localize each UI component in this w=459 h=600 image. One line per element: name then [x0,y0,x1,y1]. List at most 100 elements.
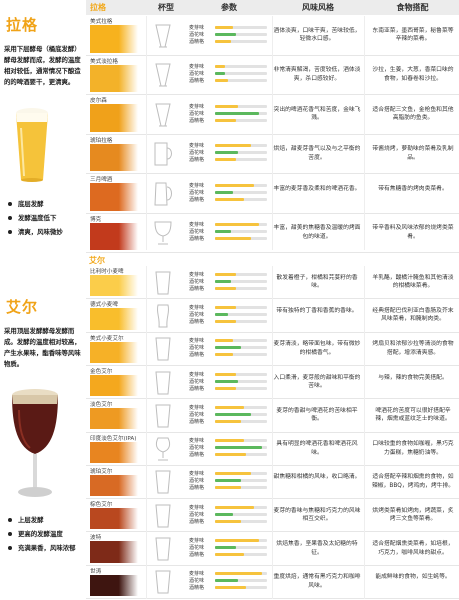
param-label: 酒精格 [189,385,205,392]
param-label: 酒花味 [189,411,205,418]
table-row: 德式小麦啤 麦芽味 酒花味 酒精格 带有独特的丁香和香蕉的香味。 经典搭配巴伐利亚白香肠及… [86,299,459,332]
pairing-text: 与辣，辣的食物完美搭配。 [378,374,448,381]
glass-type-icon [152,220,174,250]
beer-color-swatch [90,574,138,596]
param-row: 酒花味 [189,512,269,519]
param-label: 酒精格 [189,38,205,45]
pairing-text: 带酱烧烤，萝勒味的菜肴及乳制品。 [372,146,454,161]
params-bars: 麦芽味 酒花味 酒精格 [189,222,269,243]
ale-bullet: 更高的发酵温度 [8,528,86,542]
pairing-text: 烘烤类菜肴如烤肉，烤蔬菜，炙烤三文鱼等菜肴。 [372,507,454,523]
beer-color-swatch [90,508,138,530]
param-bar-fill [215,104,239,108]
param-bar-fill [215,111,260,115]
pairing-text: 带有焦糖香的烤肉类菜肴。 [378,185,448,192]
beer-style-name: 棕色艾尔 [90,502,113,509]
glass-type-icon [152,503,174,533]
beer-style-name: 淡色艾尔 [90,402,113,409]
column-divider [146,16,147,250]
params-bars: 麦芽味 酒花味 酒精格 [189,64,269,85]
param-row: 酒精格 [189,519,269,526]
param-bar [215,230,267,234]
table-row: 印度淡色艾尔(IPA) 麦芽味 酒花味 酒精格 具有明显的啤酒花香和啤酒花风味。 口味较重… [86,433,459,466]
ale-category-label: 艾尔 [89,256,105,265]
param-bar-fill [215,286,236,290]
param-row: 酒花味 [189,32,269,39]
glass-type-icon [152,536,174,566]
table-row: 金色艾尔 麦芽味 酒花味 酒精格 入口柔滑，麦芽般的甜味和平衡的苦味。 与辣，辣的食物完美… [86,366,459,399]
row-divider [86,252,459,253]
glass-type-icon [152,336,174,366]
param-bar-fill [215,539,260,543]
param-label: 麦芽味 [189,404,205,411]
param-bar-fill [215,237,252,241]
param-row: 酒精格 [189,197,269,204]
param-label: 酒花味 [189,511,205,518]
param-label: 酒花味 [189,478,205,485]
param-label: 麦芽味 [189,103,205,110]
ale-bullet: 上层发酵 [8,514,86,528]
beer-color-swatch [90,183,138,211]
param-bar-fill [215,190,234,194]
flavor-text: 麦芽的香甜与啤酒花的苦味相平衡。 [276,407,358,423]
column-divider [364,266,365,599]
param-row: 酒精格 [189,319,269,326]
param-bar-fill [215,346,241,350]
beer-color-swatch [90,408,138,430]
param-row: 酒精格 [189,386,269,393]
beer-style-name: 三月啤酒 [90,177,113,183]
param-row: 酒花味 [189,478,269,485]
param-bar [215,472,267,476]
pairing-text: 能成鲜味的食物，如生蚝等。 [375,574,451,581]
param-row: 酒花味 [189,412,269,419]
params-bars: 麦芽味 酒花味 酒精格 [189,438,269,459]
beer-style-name: 金色艾尔 [90,368,113,375]
param-bar [215,237,267,241]
param-bar [215,546,267,550]
param-label: 酒精格 [189,285,205,292]
column-divider [364,16,365,250]
beer-style-name: 比利时小麦啤 [90,269,124,275]
pairing-text: 经典搭配巴伐利亚白香肠及芥末风味菜肴，和腌制肉类。 [372,307,454,323]
beer-color-swatch [90,275,138,297]
param-label: 麦芽味 [189,64,205,71]
param-bar-fill [215,446,262,450]
glass-type-icon [152,569,174,599]
param-label: 酒花味 [189,110,205,117]
param-bar-fill [215,472,252,476]
table-row: 美式淡拉格 麦芽味 酒花味 酒精格 非常清爽解渴，苦度较低，酒体淡爽，杀口感较好。 沙拉，… [86,56,459,96]
param-bar-fill [215,505,254,509]
param-bar-fill [215,553,244,557]
beer-color-swatch [90,341,138,363]
beer-color-swatch [90,222,138,250]
glass-type-icon [152,370,174,400]
param-bar-fill [215,197,244,201]
param-row: 麦芽味 [189,538,269,545]
param-bar [215,405,267,409]
param-bar-fill [215,144,252,148]
param-bar [215,419,267,423]
param-label: 麦芽味 [189,438,205,445]
param-bar-fill [215,519,241,523]
param-bar [215,505,267,509]
param-bar [215,372,267,376]
beer-style-name: 美式拉格 [90,19,113,25]
param-bar [215,32,267,36]
param-bar-fill [215,79,228,83]
param-row: 麦芽味 [189,338,269,345]
param-bar [215,111,267,115]
glass-type-icon [152,102,174,132]
params-bars: 麦芽味 酒花味 酒精格 [189,571,269,592]
param-bar-fill [215,319,236,323]
param-bar [215,512,267,516]
param-label: 麦芽味 [189,538,205,545]
param-row: 麦芽味 [189,104,269,111]
param-bar-fill [215,546,236,550]
glass-type-icon [152,403,174,433]
param-label: 麦芽味 [189,24,205,31]
param-bar [215,72,267,76]
param-label: 麦芽味 [189,222,205,229]
param-bar-fill [215,339,234,343]
params-bars: 麦芽味 酒花味 酒精格 [189,405,269,426]
param-label: 酒花味 [189,345,205,352]
